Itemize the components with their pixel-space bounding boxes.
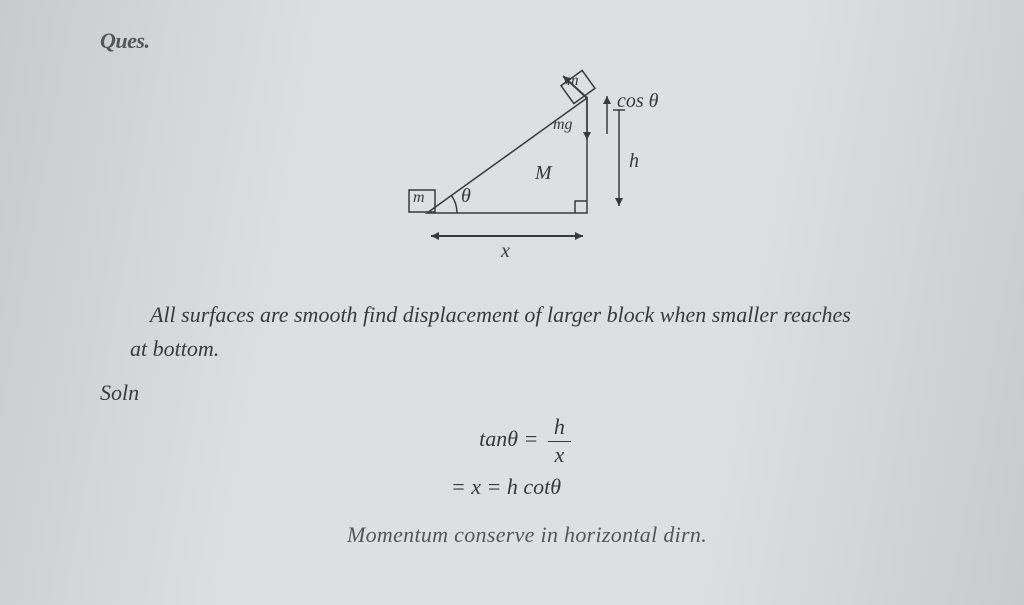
label-h: h [629,150,639,173]
right-angle-mark [575,201,587,213]
label-theta: θ [461,185,471,208]
physics-diagram: m θ m mg M cos θ h x [387,68,667,268]
cos-theta-arrowhead [603,96,611,104]
equation-2: = x = h cotθ [100,474,954,500]
theta-arc [451,195,457,213]
question-label: Ques. [100,28,954,54]
equation-1: tanθ = h x [100,414,954,468]
eq1-denominator: x [548,442,571,468]
momentum-line: Momentum conserve in horizontal dirn. [100,522,954,548]
label-big-m: M [535,162,552,185]
eq1-equals: = [524,426,544,451]
equation-block: tanθ = h x = x = h cotθ [100,414,954,500]
x-arrow-right-head [575,232,583,240]
diagram-container: m θ m mg M cos θ h x [100,68,954,268]
x-arrow-left-head [431,232,439,240]
solution-label: Soln [100,380,954,406]
question-line-1: All surfaces are smooth find displacemen… [150,302,851,327]
question-line-2: at bottom. [110,332,219,366]
label-x: x [501,240,510,263]
h-bottom-arrowhead [615,198,623,206]
mg-arrowhead [583,132,591,140]
eq1-numerator: h [548,414,571,441]
eq1-fraction: h x [548,414,571,468]
label-cos-theta: cos θ [617,90,658,113]
label-m-bottom: m [413,189,425,207]
question-text: All surfaces are smooth find displacemen… [100,298,954,366]
label-m-top: m [567,72,579,90]
label-mg: mg [553,116,573,134]
page: Ques. [0,0,1024,605]
eq1-lhs: tanθ [479,426,518,451]
